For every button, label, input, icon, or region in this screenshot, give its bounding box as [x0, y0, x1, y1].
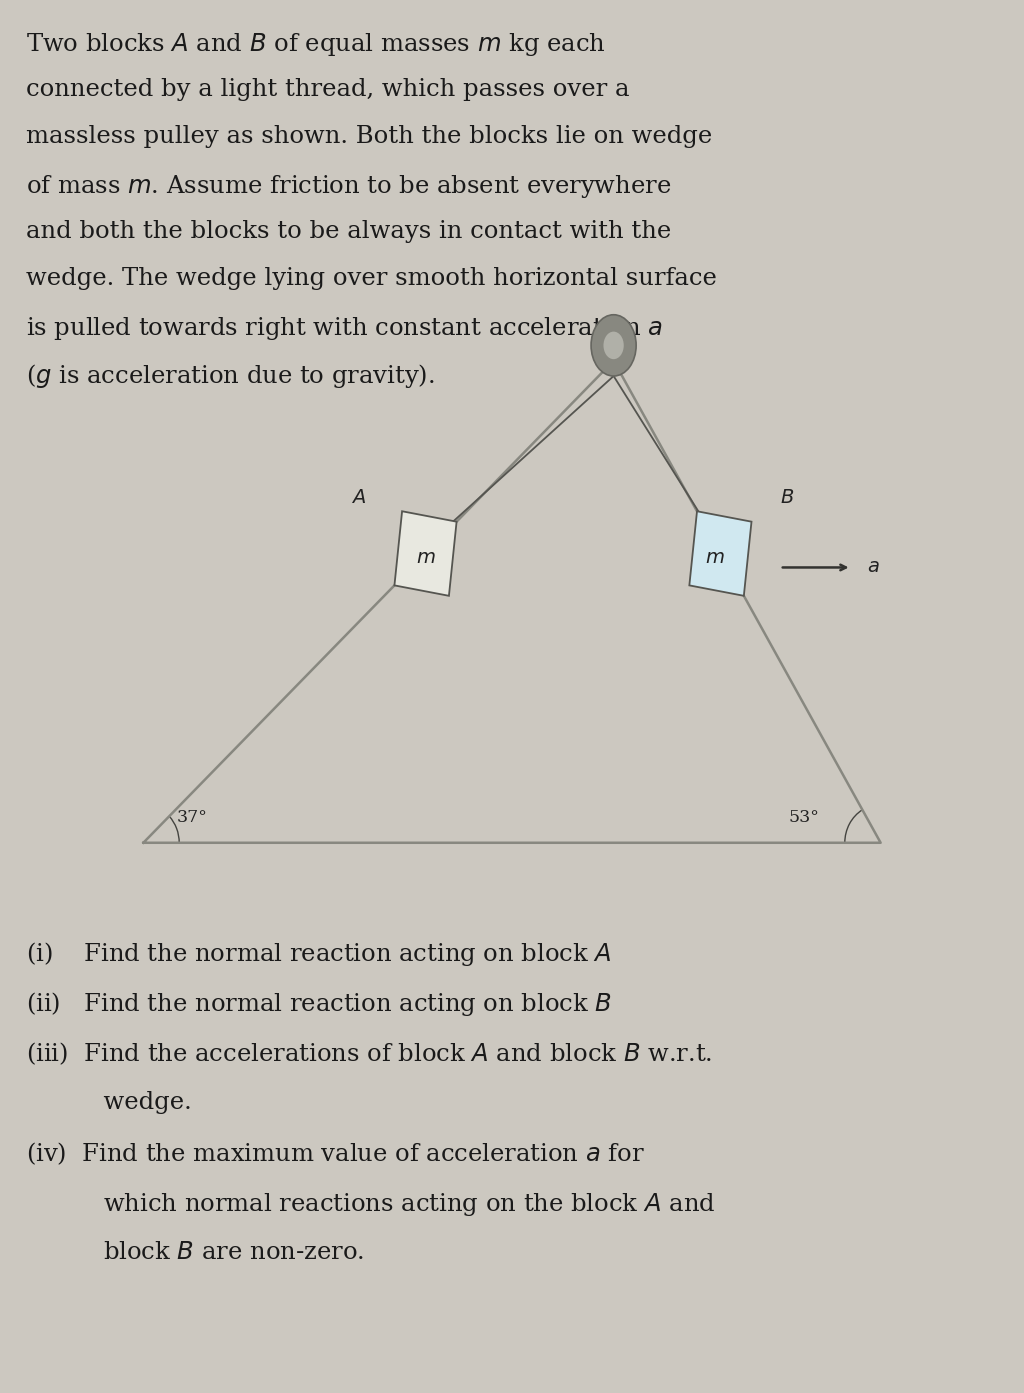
Circle shape: [603, 332, 624, 359]
Text: (iii)  Find the accelerations of block $\mathit{A}$ and block $\mathit{B}$ w.r.t: (iii) Find the accelerations of block $\…: [26, 1041, 712, 1067]
Text: $A$: $A$: [351, 489, 367, 507]
Polygon shape: [394, 511, 457, 596]
Text: 53°: 53°: [788, 809, 819, 826]
Text: wedge.: wedge.: [26, 1091, 191, 1114]
Text: which normal reactions acting on the block $\mathit{A}$ and: which normal reactions acting on the blo…: [26, 1191, 715, 1217]
Text: is pulled towards right with constant acceleration $\mathit{a}$: is pulled towards right with constant ac…: [26, 315, 663, 341]
Text: and both the blocks to be always in contact with the: and both the blocks to be always in cont…: [26, 220, 671, 244]
Text: 37°: 37°: [176, 809, 207, 826]
Text: $B$: $B$: [780, 489, 794, 507]
Polygon shape: [689, 511, 752, 596]
Text: Two blocks $\mathit{A}$ and $\mathit{B}$ of equal masses $\mathit{m}$ kg each: Two blocks $\mathit{A}$ and $\mathit{B}$…: [26, 31, 605, 57]
Text: $m$: $m$: [416, 549, 435, 567]
Circle shape: [591, 315, 636, 376]
Text: $m$: $m$: [706, 549, 725, 567]
Text: connected by a light thread, which passes over a: connected by a light thread, which passe…: [26, 78, 629, 102]
Text: wedge. The wedge lying over smooth horizontal surface: wedge. The wedge lying over smooth horiz…: [26, 267, 717, 291]
Text: of mass $\mathit{m}$. Assume friction to be absent everywhere: of mass $\mathit{m}$. Assume friction to…: [26, 173, 671, 199]
Text: (i)    Find the normal reaction acting on block $\mathit{A}$: (i) Find the normal reaction acting on b…: [26, 940, 611, 968]
Text: block $\mathit{B}$ are non-zero.: block $\mathit{B}$ are non-zero.: [26, 1241, 364, 1265]
Text: (ii)   Find the normal reaction acting on block $\mathit{B}$: (ii) Find the normal reaction acting on …: [26, 990, 611, 1018]
Text: massless pulley as shown. Both the blocks lie on wedge: massless pulley as shown. Both the block…: [26, 125, 712, 149]
Text: ($\mathit{g}$ is acceleration due to gravity).: ($\mathit{g}$ is acceleration due to gra…: [26, 362, 434, 390]
Text: (iv)  Find the maximum value of acceleration $\mathit{a}$ for: (iv) Find the maximum value of accelerat…: [26, 1141, 645, 1167]
Text: $a$: $a$: [867, 559, 880, 577]
